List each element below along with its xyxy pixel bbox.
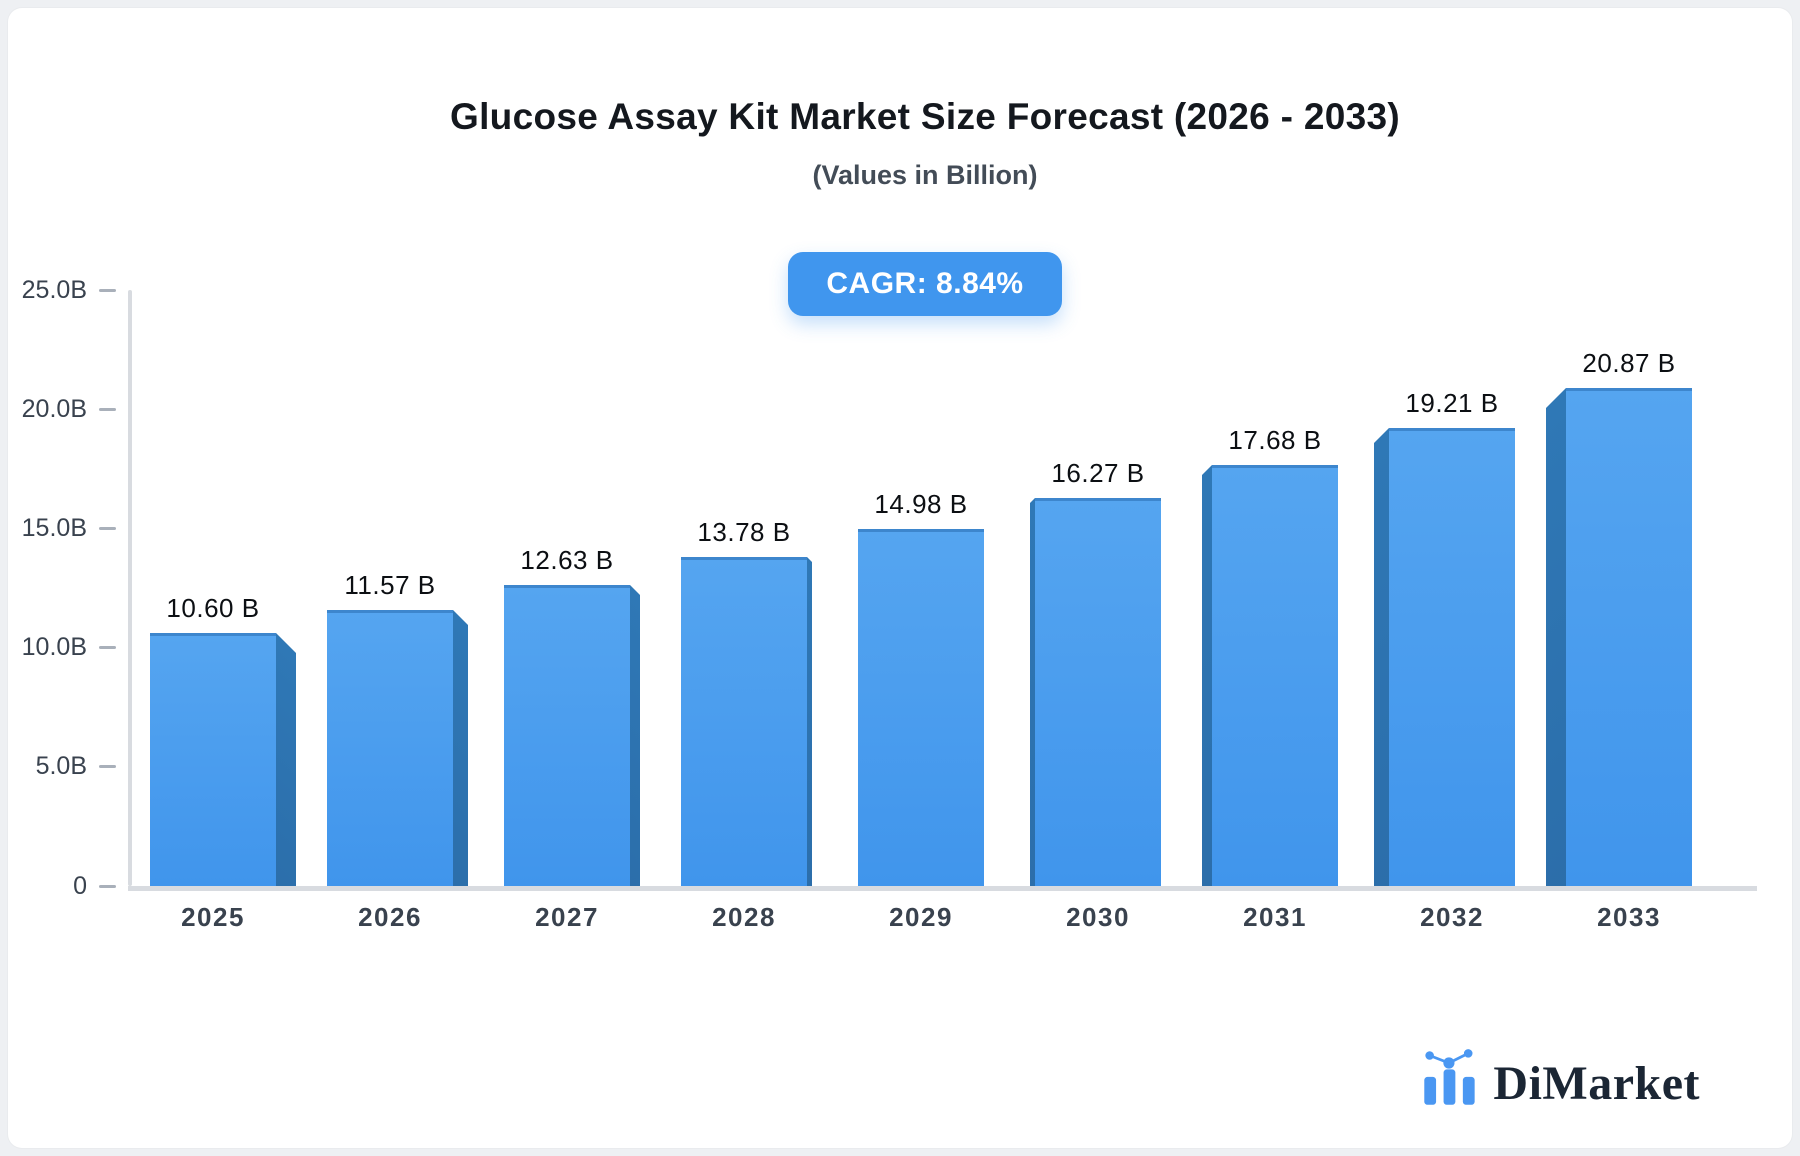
bar-side-2027 [630, 585, 640, 886]
value-label-2029: 14.98 B [874, 489, 968, 519]
y-tick-label: 15.0B [21, 513, 87, 542]
y-tick-label: 10.0B [21, 633, 87, 662]
x-label-2030: 2030 [1066, 902, 1130, 932]
value-label-2032: 19.21 B [1405, 388, 1499, 418]
logo-text: DiMarket [1493, 1057, 1700, 1110]
x-label-2032: 2032 [1420, 902, 1484, 932]
value-label-2025: 10.60 B [166, 593, 260, 623]
value-label-2028: 13.78 B [697, 517, 791, 547]
x-label-2029: 2029 [889, 902, 953, 932]
x-label-2025: 2025 [181, 902, 245, 932]
y-tick-label: 25.0B [21, 275, 87, 304]
value-label-2031: 17.68 B [1228, 425, 1322, 455]
y-tick-25.0B: 25.0B [0, 275, 116, 305]
bar-line-chart-icon [1424, 1049, 1476, 1105]
y-tick-5.0B: 5.0B [0, 752, 116, 782]
bar-side-2033 [1546, 388, 1566, 886]
y-tick-label: 0 [73, 871, 87, 900]
y-tick-label: 5.0B [35, 752, 87, 781]
x-label-2033: 2033 [1597, 902, 1661, 932]
value-label-2030: 16.27 B [1051, 458, 1145, 488]
x-label-2027: 2027 [535, 902, 599, 932]
y-tick-0: 0 [0, 871, 116, 901]
y-axis-line [128, 290, 132, 886]
bar-2033[interactable] [1566, 388, 1692, 886]
y-tick-label: 20.0B [21, 394, 87, 423]
bar-side-2032 [1374, 428, 1389, 886]
cagr-badge: CAGR: 8.84% [788, 252, 1062, 316]
chart-header: Glucose Assay Kit Market Size Forecast (… [50, 96, 1800, 191]
value-label-2033: 20.87 B [1582, 348, 1676, 378]
y-tick-15.0B: 15.0B [0, 513, 116, 543]
bar-2030[interactable] [1035, 498, 1161, 886]
bar-2026[interactable] [327, 610, 453, 886]
y-tick-dash [99, 288, 116, 292]
y-tick-dash [99, 884, 116, 888]
bar-side-2028 [807, 557, 812, 886]
bar-side-2025 [276, 633, 296, 886]
y-tick-20.0B: 20.0B [0, 394, 116, 424]
chart-title: Glucose Assay Kit Market Size Forecast (… [450, 96, 1400, 137]
bar-2031[interactable] [1212, 465, 1338, 886]
y-tick-10.0B: 10.0B [0, 633, 116, 663]
x-label-2031: 2031 [1243, 902, 1307, 932]
bar-side-2031 [1202, 465, 1212, 886]
bar-2028[interactable] [681, 557, 807, 886]
chart-subtitle: (Values in Billion) [812, 160, 1038, 190]
value-label-2027: 12.63 B [520, 545, 614, 575]
plot-area [0, 290, 1800, 886]
bar-2027[interactable] [504, 585, 630, 886]
y-tick-dash [99, 407, 116, 411]
bar-side-2026 [453, 610, 468, 886]
bar-2032[interactable] [1389, 428, 1515, 886]
x-label-2026: 2026 [358, 902, 422, 932]
dimarket-logo: DiMarket [1420, 1048, 1700, 1108]
bar-2025[interactable] [150, 633, 276, 886]
x-axis-line [128, 886, 1757, 891]
bar-2029[interactable] [858, 529, 984, 886]
y-tick-dash [99, 765, 116, 769]
y-tick-dash [99, 646, 116, 650]
value-label-2026: 11.57 B [344, 570, 436, 600]
x-label-2028: 2028 [712, 902, 776, 932]
y-tick-dash [99, 526, 116, 530]
